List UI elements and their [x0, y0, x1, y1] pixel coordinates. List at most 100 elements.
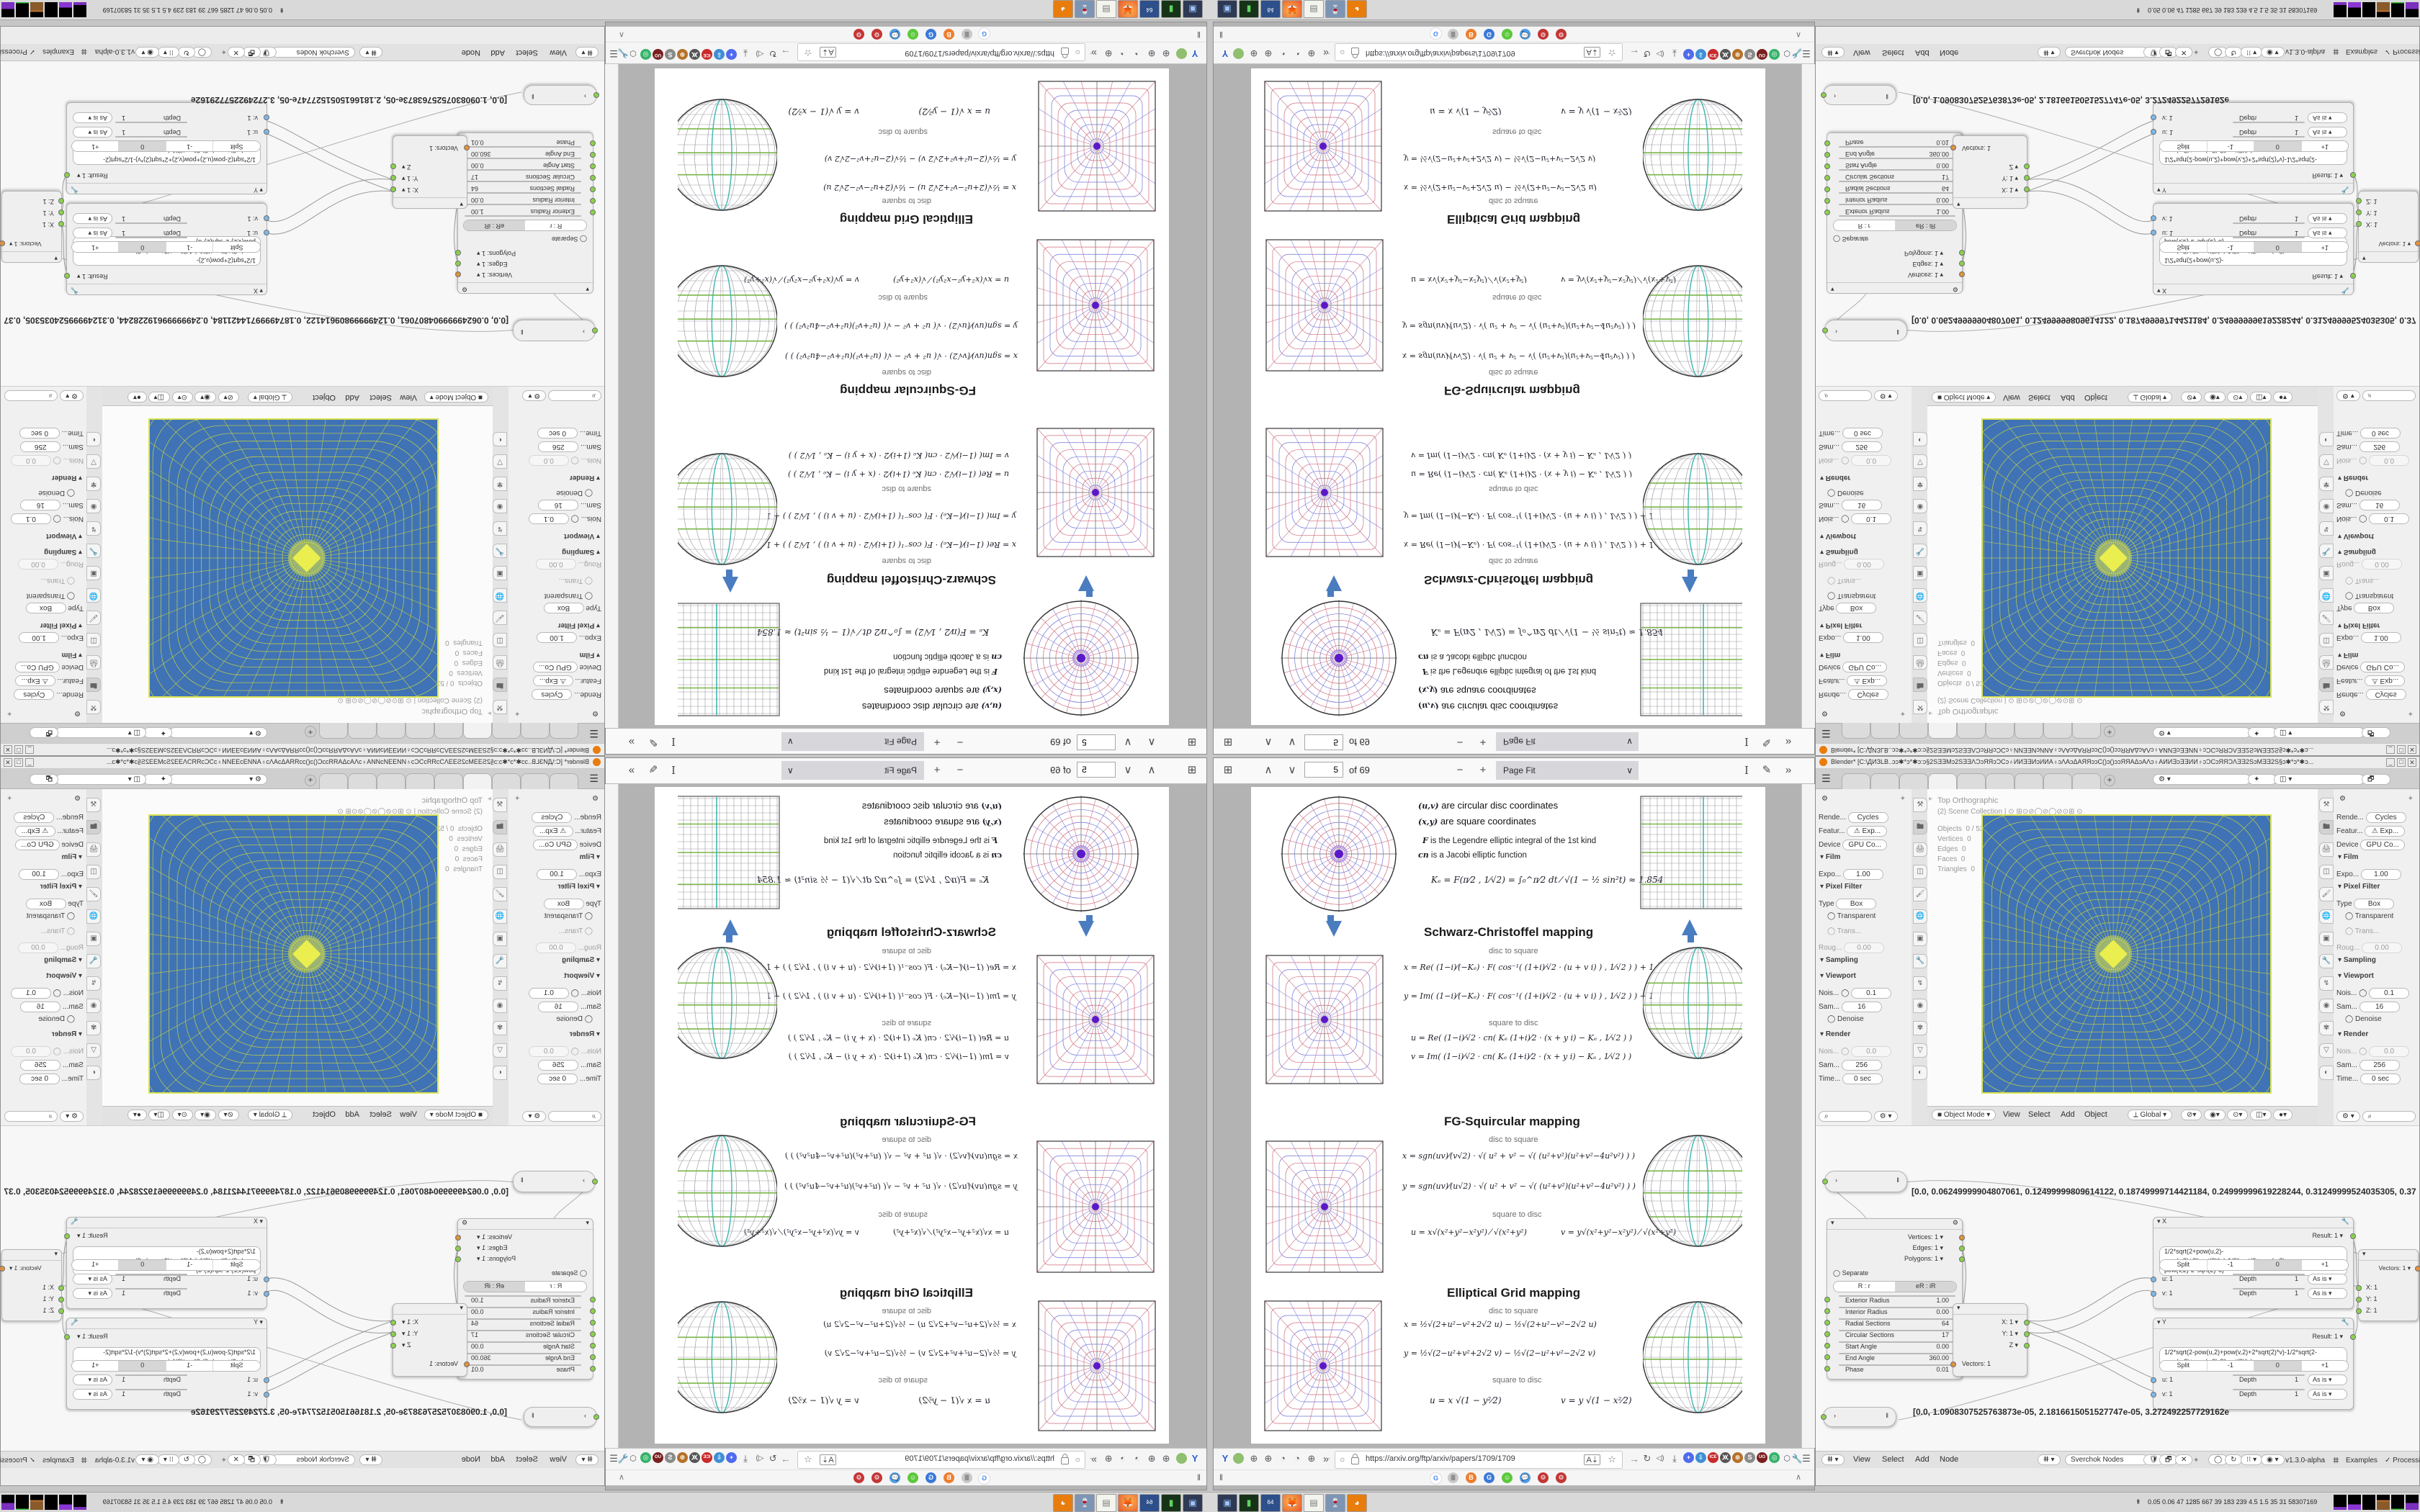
socket[interactable]: [590, 186, 596, 192]
workspace-tab[interactable]: [405, 773, 434, 790]
props-tab-icon[interactable]: ✾: [493, 477, 507, 491]
socket[interactable]: [1824, 198, 1830, 204]
mute-icon[interactable]: ◁): [756, 50, 764, 58]
view-layer-copy-icon[interactable]: 🗗: [30, 774, 58, 785]
props-field[interactable]: Device GPU Co...: [533, 662, 601, 672]
socket[interactable]: [590, 198, 596, 204]
zoom-out-icon[interactable]: −: [1456, 736, 1464, 748]
globe-icon[interactable]: ⊕: [1264, 48, 1273, 59]
socket[interactable]: [590, 1308, 596, 1314]
v-asis[interactable]: As is ▾: [73, 213, 112, 224]
slider-end-angle[interactable]: End Angle 360.00: [465, 150, 581, 159]
props-tab-icon[interactable]: ◐: [1913, 432, 1927, 446]
add-workspace-button[interactable]: +: [305, 775, 316, 786]
scene-pin-icon[interactable]: ✦: [2248, 727, 2277, 738]
props-editor-header[interactable]: ⚙ ▾ ⌕: [4, 390, 84, 401]
add-workspace-button[interactable]: +: [2104, 775, 2115, 786]
props-field[interactable]: Device GPU Co...: [533, 840, 601, 850]
props-field[interactable]: Nois... ◯ 0.1: [10, 988, 84, 999]
socket[interactable]: [1824, 1297, 1830, 1302]
socket[interactable]: [2024, 175, 2030, 181]
props-checkbox[interactable]: ◯ Denoise: [2345, 489, 2382, 497]
ext-trash-icon[interactable]: 🝪: [1720, 49, 1731, 60]
bookmark-gear1-icon[interactable]: ⚙: [871, 29, 882, 40]
separate-checkbox[interactable]: ◯ Separate: [1833, 235, 1869, 243]
slider-phase[interactable]: Phase 0.01: [465, 1364, 581, 1373]
back-icon[interactable]: ←: [1321, 49, 1332, 61]
ext-ice-icon[interactable]: ICE: [1708, 1452, 1718, 1463]
collapse-icon[interactable]: ▾: [54, 1250, 58, 1257]
props-tab-icon[interactable]: 🔧: [493, 954, 507, 968]
socket[interactable]: [590, 152, 596, 158]
socket[interactable]: [58, 210, 64, 215]
downloads-icon[interactable]: ⤓: [1672, 1453, 1677, 1464]
socket-polygons-out[interactable]: [1959, 250, 1965, 256]
globe-icon[interactable]: ⊕: [1250, 48, 1258, 59]
workspace-tab-active[interactable]: [1928, 722, 1957, 739]
props-section[interactable]: ▾ Viewport: [46, 532, 82, 540]
props-field[interactable]: Sam... 256: [538, 1060, 601, 1071]
collapse-icon[interactable]: ▾: [1831, 286, 1834, 293]
props-tab-icon[interactable]: 🖌: [2319, 887, 2334, 901]
props-tab-icon[interactable]: ◐: [2319, 432, 2334, 446]
socket-edges-out[interactable]: [455, 261, 461, 266]
v-asis[interactable]: As is ▾: [2308, 112, 2347, 123]
bookmarks-overflow-icon[interactable]: ∧: [618, 30, 624, 39]
overlay-toggle-icon[interactable]: ◫▾: [148, 392, 170, 402]
bookmarks-overflow-icon[interactable]: ∧: [1796, 30, 1802, 39]
view-layer-selector[interactable]: ◫ ▾: [55, 727, 146, 738]
props-field[interactable]: Expo... 1.00: [1819, 632, 1883, 643]
slider-phase[interactable]: Phase 0.01: [465, 139, 581, 148]
snap-toggle-icon[interactable]: ⊘▾: [218, 392, 239, 402]
slider-end-angle[interactable]: End Angle 360.00: [1839, 1353, 1955, 1362]
u-asis[interactable]: As is ▾: [2308, 127, 2347, 138]
bookmark-stack-icon[interactable]: ≣: [962, 29, 972, 40]
menu-view[interactable]: View: [550, 48, 567, 57]
sysmonitor-expand-icon[interactable]: ⇞: [2136, 6, 2141, 14]
funnel-extension-icon[interactable]: Y: [1222, 48, 1229, 59]
wrench-icon[interactable]: 🔧: [2341, 186, 2349, 194]
shield-icon[interactable]: ○: [1340, 48, 1345, 58]
socket[interactable]: [1950, 1362, 1956, 1367]
processing-toggle[interactable]: ✓ Processing: [0, 48, 35, 55]
props-checkbox[interactable]: ◯ Trans...: [40, 577, 75, 585]
u-asis[interactable]: As is ▾: [73, 228, 112, 238]
props-field[interactable]: Featur... ⚠ Exp...: [14, 826, 84, 837]
workspace-tab[interactable]: [521, 722, 550, 739]
slider-end-angle[interactable]: End Angle 360.00: [1839, 150, 1955, 159]
ext-trash-icon[interactable]: 🝪: [689, 1452, 700, 1463]
gizmo-toggle-icon[interactable]: ⊙▾: [171, 392, 193, 402]
props-tab-icon[interactable]: 🖿: [2319, 820, 2334, 834]
socket-in[interactable]: [1821, 92, 1827, 98]
props-section[interactable]: ▾ Film: [2338, 651, 2359, 659]
menu-select[interactable]: Select: [516, 48, 538, 57]
socket[interactable]: [2024, 1331, 2030, 1337]
mode-segmented[interactable]: R : r eR : iR: [463, 220, 587, 231]
props-field[interactable]: Rende... Cycles: [2336, 812, 2406, 823]
slider-exterior-radius[interactable]: Exterior Radius 1.00: [1839, 208, 1955, 217]
bookmark-google-icon[interactable]: G: [978, 1472, 990, 1485]
props-tab-icon[interactable]: ▽: [493, 454, 507, 469]
slider-start-angle[interactable]: Start Angle 0.00: [1839, 1341, 1955, 1350]
view-layer-selector[interactable]: ◫ ▾: [2274, 727, 2365, 738]
proportional-edit-icon[interactable]: ◉▾: [194, 1110, 216, 1120]
text-select-icon[interactable]: I: [671, 764, 676, 777]
stethoscope-node-2[interactable]: › ‖: [524, 85, 599, 105]
props-tab-icon[interactable]: ▣: [86, 932, 101, 946]
socket[interactable]: [1824, 1308, 1830, 1314]
wrench-icon[interactable]: 🔧: [2341, 287, 2349, 294]
bookmark-chat-icon[interactable]: 💬: [1520, 1472, 1531, 1483]
ext-ice-icon[interactable]: ICE: [702, 1452, 712, 1463]
taskbar-app-firefox[interactable]: 🦊: [1282, 1494, 1302, 1512]
socket-v[interactable]: [264, 215, 269, 221]
gauge-icon[interactable]: ◔: [1134, 48, 1140, 59]
props-tab-icon[interactable]: 🖨: [1913, 842, 1927, 857]
socket[interactable]: [1824, 186, 1830, 192]
socket-u[interactable]: [264, 1277, 269, 1282]
ext-noscript-icon[interactable]: S: [1744, 1452, 1755, 1463]
blender-title-bar[interactable]: Blender* [C:\ДИЗLB..ɔɔ✱*ɔ*✱ɔ:ɔ§2SƎƎMɔ2SƎ…: [1816, 743, 2419, 755]
reader-badge-icon[interactable]: A⇣: [1584, 1454, 1600, 1465]
props-checkbox[interactable]: ◯ Denoise: [38, 1015, 75, 1023]
ext-share-icon[interactable]: ⊛: [1732, 1452, 1743, 1463]
props-field[interactable]: Featur... ⚠ Exp...: [2336, 675, 2406, 686]
